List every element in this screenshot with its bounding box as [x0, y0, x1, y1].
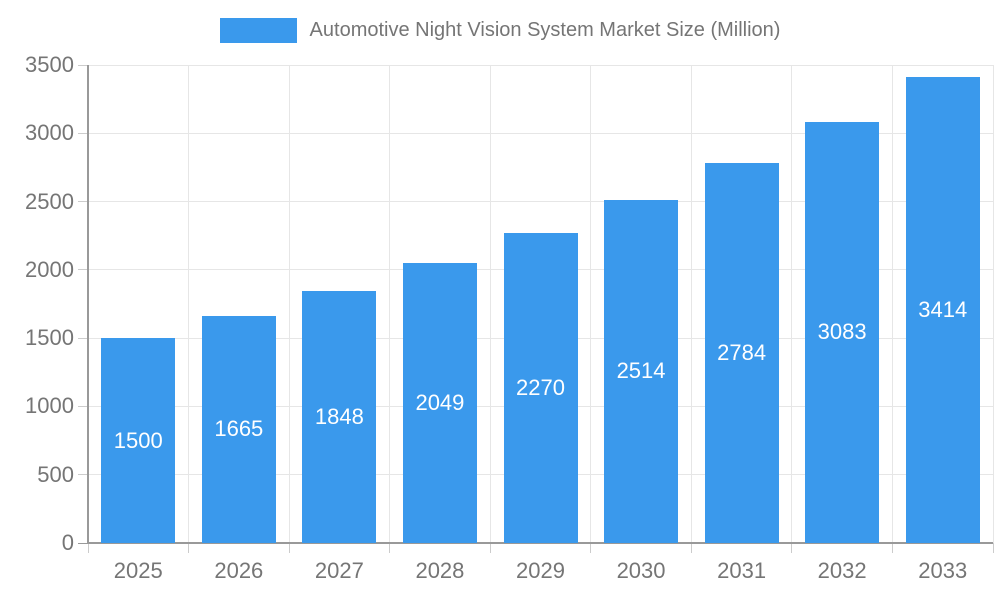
y-tick-label: 1500 — [25, 325, 74, 351]
x-axis-tick — [288, 543, 290, 553]
x-tick-label: 2033 — [918, 558, 968, 583]
x-tick-label: 2030 — [616, 558, 666, 583]
x-tick-label: 2029 — [516, 558, 565, 583]
y-axis-tick — [78, 64, 88, 66]
x-axis-tick — [188, 543, 190, 553]
vertical-gridline — [288, 65, 290, 543]
y-tick-label: 2000 — [25, 256, 74, 282]
x-axis-tick — [87, 543, 89, 553]
x-axis-tick — [489, 543, 491, 553]
bar[interactable]: 1665 — [201, 315, 276, 543]
y-axis-tick — [78, 337, 88, 339]
vertical-gridline — [489, 65, 491, 543]
bar[interactable]: 3083 — [805, 121, 880, 543]
bar-value-label: 2784 — [717, 339, 767, 365]
bar-value-label: 3083 — [817, 319, 867, 345]
y-tick-label: 500 — [37, 461, 74, 487]
vertical-gridline — [791, 65, 793, 543]
bar-value-label: 3414 — [918, 296, 968, 322]
x-tick-label: 2027 — [314, 558, 364, 583]
y-axis-tick — [78, 405, 88, 407]
horizontal-gridline — [88, 64, 993, 66]
bar[interactable]: 2514 — [604, 199, 679, 543]
x-tick-label: 2031 — [717, 558, 767, 583]
bar-value-label: 2270 — [516, 374, 565, 400]
vertical-gridline — [188, 65, 190, 543]
y-tick-label: 3000 — [25, 120, 74, 146]
vertical-gridline — [992, 65, 994, 543]
bar[interactable]: 1848 — [302, 290, 377, 543]
bar-value-label: 2514 — [616, 358, 666, 384]
bar-value-label: 1848 — [314, 403, 364, 429]
vertical-gridline — [891, 65, 893, 543]
x-axis-tick — [590, 543, 592, 553]
y-axis-tick — [78, 474, 88, 476]
y-tick-label: 2500 — [25, 188, 74, 214]
legend-label: Automotive Night Vision System Market Si… — [309, 19, 781, 41]
bar-value-label: 1665 — [214, 416, 264, 442]
x-axis-tick — [992, 543, 994, 553]
bar-value-label: 1500 — [113, 427, 163, 453]
legend-swatch — [219, 18, 297, 43]
x-tick-label: 2025 — [113, 558, 163, 583]
y-axis-line — [87, 65, 89, 543]
y-tick-label: 0 — [61, 530, 74, 555]
y-axis-tick — [78, 132, 88, 134]
x-axis-tick — [791, 543, 793, 553]
vertical-gridline — [389, 65, 391, 543]
x-axis-tick — [891, 543, 893, 553]
horizontal-gridline — [88, 201, 993, 203]
x-tick-label: 2032 — [817, 558, 867, 583]
chart-legend[interactable]: Automotive Night Vision System Market Si… — [0, 18, 1000, 43]
bar[interactable]: 1500 — [101, 338, 176, 543]
vertical-gridline — [690, 65, 692, 543]
y-tick-label: 3500 — [25, 52, 74, 77]
vertical-gridline — [590, 65, 592, 543]
x-tick-label: 2026 — [214, 558, 264, 583]
y-axis-tick — [78, 542, 88, 544]
bar-value-label: 2049 — [415, 390, 465, 416]
horizontal-gridline — [88, 132, 993, 134]
bar[interactable]: 2270 — [503, 232, 578, 543]
x-axis-line — [88, 542, 993, 544]
y-axis-tick — [78, 269, 88, 271]
x-axis-tick — [389, 543, 391, 553]
bar[interactable]: 2784 — [704, 162, 779, 543]
bar[interactable]: 2049 — [402, 263, 477, 543]
x-axis-tick — [690, 543, 692, 553]
bar[interactable]: 3414 — [905, 76, 980, 543]
y-tick-label: 1000 — [25, 393, 74, 419]
y-axis-tick — [78, 201, 88, 203]
x-tick-label: 2028 — [415, 558, 465, 583]
